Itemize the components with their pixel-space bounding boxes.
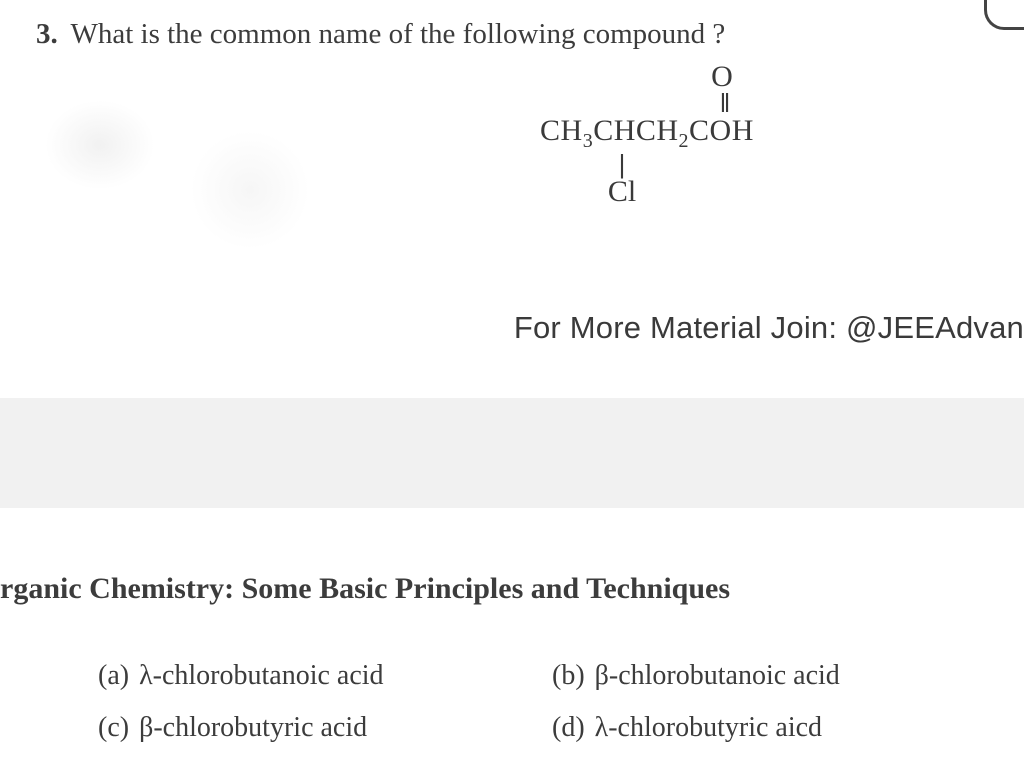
structure-single-bond: |: [612, 153, 632, 175]
question-number: 3.: [36, 18, 58, 50]
background-smudge: [190, 130, 310, 250]
chapter-heading: rganic Chemistry: Some Basic Principles …: [0, 572, 1004, 606]
structure-double-bond: ‖: [706, 94, 738, 114]
answer-options: (a) λ-chlorobutanoic acid (b) β-chlorobu…: [98, 660, 1004, 764]
structure-substituent: Cl: [602, 175, 642, 209]
option-label: (d): [552, 712, 585, 744]
question-line: 3. What is the common name of the follow…: [36, 18, 1014, 51]
option-label: (b): [552, 660, 585, 692]
promo-text: For More Material Join: @JEEAdvan: [514, 310, 1024, 346]
option-c[interactable]: (c) β-chlorobutyric acid: [98, 712, 552, 744]
background-smudge: [45, 100, 155, 190]
option-a[interactable]: (a) λ-chlorobutanoic acid: [98, 660, 552, 692]
option-text: λ-chlorobutyric aicd: [595, 712, 822, 744]
chemical-structure: O ‖ CH3CHCH2COH | Cl: [540, 60, 970, 209]
option-row: (c) β-chlorobutyric acid (d) λ-chlorobut…: [98, 712, 1004, 744]
option-b[interactable]: (b) β-chlorobutanoic acid: [552, 660, 840, 692]
option-text: β-chlorobutyric acid: [139, 712, 367, 744]
grey-band: [0, 398, 1024, 508]
option-row: (a) λ-chlorobutanoic acid (b) β-chlorobu…: [98, 660, 1004, 692]
option-d[interactable]: (d) λ-chlorobutyric aicd: [552, 712, 822, 744]
option-text: β-chlorobutanoic acid: [595, 660, 840, 692]
structure-main-chain: CH3CHCH2COH: [540, 114, 970, 153]
option-label: (a): [98, 660, 129, 692]
question-text: What is the common name of the following…: [70, 18, 725, 50]
option-label: (c): [98, 712, 129, 744]
option-text: λ-chlorobutanoic acid: [139, 660, 383, 692]
